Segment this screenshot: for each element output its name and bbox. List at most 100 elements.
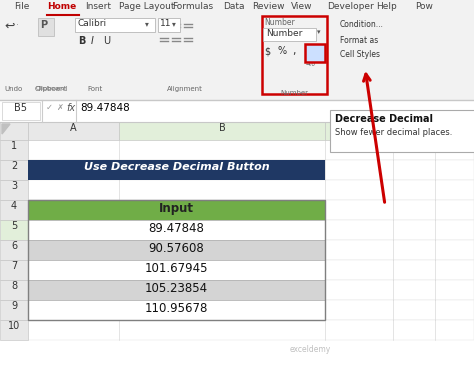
Text: P: P [40, 20, 47, 30]
Text: 11: 11 [160, 19, 172, 28]
Bar [28, 122, 119, 140]
Bar [0, 160, 28, 180]
Bar [435, 122, 474, 140]
Text: E: E [451, 123, 457, 133]
Text: 3: 3 [11, 181, 17, 191]
Bar [28, 300, 325, 320]
Bar [393, 122, 435, 140]
Bar [0, 240, 28, 260]
Bar [0, 300, 28, 320]
Bar [28, 280, 325, 300]
Bar [28, 280, 474, 300]
Bar [2, 102, 40, 120]
Text: exceldemy: exceldemy [289, 345, 331, 354]
Text: 5: 5 [11, 221, 17, 231]
Text: Input: Input [159, 202, 194, 215]
Text: ✓: ✓ [46, 103, 53, 112]
Bar [0, 260, 28, 280]
Text: Pow: Pow [415, 2, 433, 11]
Bar [262, 16, 327, 94]
Text: Font: Font [87, 86, 103, 92]
Bar [0, 0, 474, 16]
Text: C: C [356, 123, 363, 133]
Text: →.0: →.0 [306, 62, 316, 67]
Text: Calibri: Calibri [78, 19, 107, 28]
Bar [0, 220, 28, 240]
Text: Developer: Developer [327, 2, 374, 11]
Bar [28, 200, 325, 220]
Text: Use Decrease Decimal Button: Use Decrease Decimal Button [84, 162, 269, 172]
Text: Insert: Insert [85, 2, 111, 11]
Text: %: % [278, 46, 287, 56]
Bar [28, 180, 474, 200]
Text: Data: Data [223, 2, 245, 11]
Text: File: File [14, 2, 29, 11]
Text: fx: fx [66, 103, 75, 113]
Text: Clipboard: Clipboard [35, 86, 68, 92]
Text: 90.57608: 90.57608 [149, 242, 204, 255]
Bar [0, 140, 28, 160]
Bar [28, 160, 325, 180]
Bar [75, 18, 155, 32]
Text: ▾: ▾ [145, 19, 149, 28]
Bar [28, 240, 325, 260]
Bar [0, 122, 474, 381]
Bar [0, 0, 474, 100]
Text: U: U [103, 36, 110, 46]
Bar [0, 320, 28, 340]
Text: I: I [91, 36, 94, 46]
Text: 1: 1 [11, 141, 17, 151]
Text: 89.47848: 89.47848 [80, 103, 130, 113]
Text: Decrease Decimal: Decrease Decimal [335, 114, 433, 124]
Bar [28, 260, 325, 280]
Text: 7: 7 [11, 261, 17, 271]
Bar [0, 180, 28, 200]
Bar [119, 122, 325, 140]
Text: ▾: ▾ [317, 29, 320, 35]
Text: Undo: Undo [4, 86, 22, 92]
Text: Page Layout: Page Layout [119, 2, 174, 11]
Text: 6: 6 [11, 241, 17, 251]
Bar [330, 110, 474, 152]
Text: Show fewer decimal places.: Show fewer decimal places. [335, 128, 452, 137]
Text: $: $ [264, 46, 270, 56]
Bar [158, 18, 180, 32]
Text: Cell Styles: Cell Styles [340, 50, 380, 59]
Text: Help: Help [376, 2, 397, 11]
Bar [28, 240, 474, 260]
Bar [28, 220, 325, 240]
Polygon shape [2, 124, 10, 134]
Text: 10: 10 [8, 321, 20, 331]
Bar [0, 100, 474, 122]
Text: Home: Home [47, 2, 76, 11]
Text: 89.47848: 89.47848 [148, 222, 204, 235]
Text: 9: 9 [11, 301, 17, 311]
Text: Number: Number [264, 18, 295, 27]
Text: D: D [410, 123, 418, 133]
Text: ←: ← [307, 51, 313, 57]
Text: Review: Review [252, 2, 284, 11]
Text: ▾: ▾ [172, 19, 176, 28]
Bar [28, 220, 474, 240]
Text: Number: Number [280, 90, 308, 96]
Bar [28, 260, 474, 280]
Text: Format as: Format as [340, 36, 378, 45]
Bar [28, 300, 474, 320]
Text: Condition...: Condition... [340, 20, 384, 29]
Bar [28, 160, 474, 180]
Text: ↩: ↩ [4, 20, 15, 33]
Text: View: View [291, 2, 312, 11]
Bar [28, 200, 325, 320]
Text: Alignment: Alignment [167, 86, 203, 92]
Bar [28, 140, 474, 160]
Text: 8: 8 [11, 281, 17, 291]
Text: 2: 2 [11, 161, 17, 171]
Bar [0, 122, 28, 140]
Bar [263, 28, 316, 41]
Text: B: B [219, 123, 225, 133]
Text: 105.23854: 105.23854 [145, 282, 208, 295]
Bar [0, 280, 28, 300]
Text: Formulas: Formulas [172, 2, 213, 11]
Bar [38, 18, 54, 36]
Text: ,: , [292, 46, 295, 56]
